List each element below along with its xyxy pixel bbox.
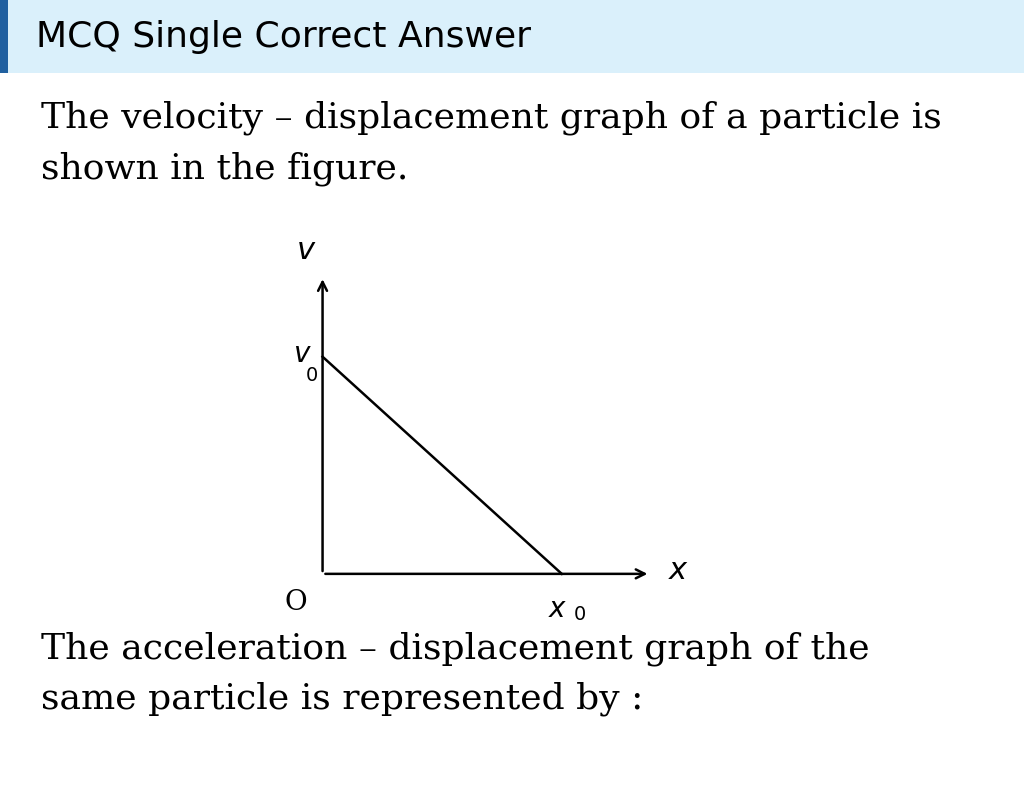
Text: v: v [296,236,314,265]
Bar [0,0,1024,74]
Text: x: x [549,594,565,622]
Bar [0,0,8,74]
Text: 0: 0 [574,605,587,624]
Text: O: O [285,589,307,616]
Text: The velocity – displacement graph of a particle is
shown in the figure.: The velocity – displacement graph of a p… [41,100,942,185]
Text: x: x [669,556,687,585]
Text: The acceleration – displacement graph of the
same particle is represented by :: The acceleration – displacement graph of… [41,630,869,715]
Text: MCQ Single Correct Answer: MCQ Single Correct Answer [36,20,530,54]
Text: v: v [294,339,310,367]
Text: 0: 0 [306,365,318,385]
